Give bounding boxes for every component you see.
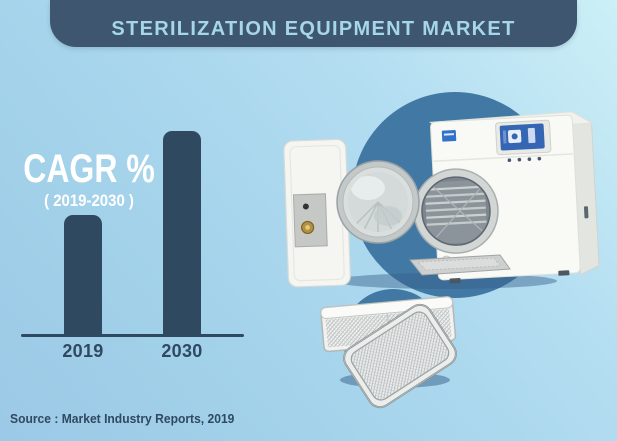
bar-chart [0, 0, 250, 335]
autoclave-chamber [413, 168, 499, 254]
autoclave-lid [336, 160, 420, 244]
x-axis-line [21, 334, 244, 337]
cagr-title: CAGR % [23, 147, 155, 191]
autoclave-illustration [283, 92, 600, 409]
wire-basket-front [343, 303, 457, 409]
bar-label-2019: 2019 [62, 341, 104, 361]
cagr-block: CAGR % ( 2019-2030 ) [6, 149, 172, 211]
brand-label [441, 130, 457, 142]
bar-2019 [64, 215, 102, 335]
page-title: STERILIZATION EQUIPMENT MARKET [111, 18, 516, 40]
source-text: Source : Market Industry Reports, 2019 [10, 411, 235, 426]
cagr-range: ( 2019-2030 ) [44, 191, 134, 210]
autoclave-display [495, 119, 552, 163]
autoclave-image [413, 111, 600, 284]
bar-label-2030: 2030 [161, 341, 203, 361]
drain-tray [409, 254, 511, 276]
bar-2030 [163, 131, 201, 335]
header-banner: STERILIZATION EQUIPMENT MARKET [50, 0, 577, 47]
